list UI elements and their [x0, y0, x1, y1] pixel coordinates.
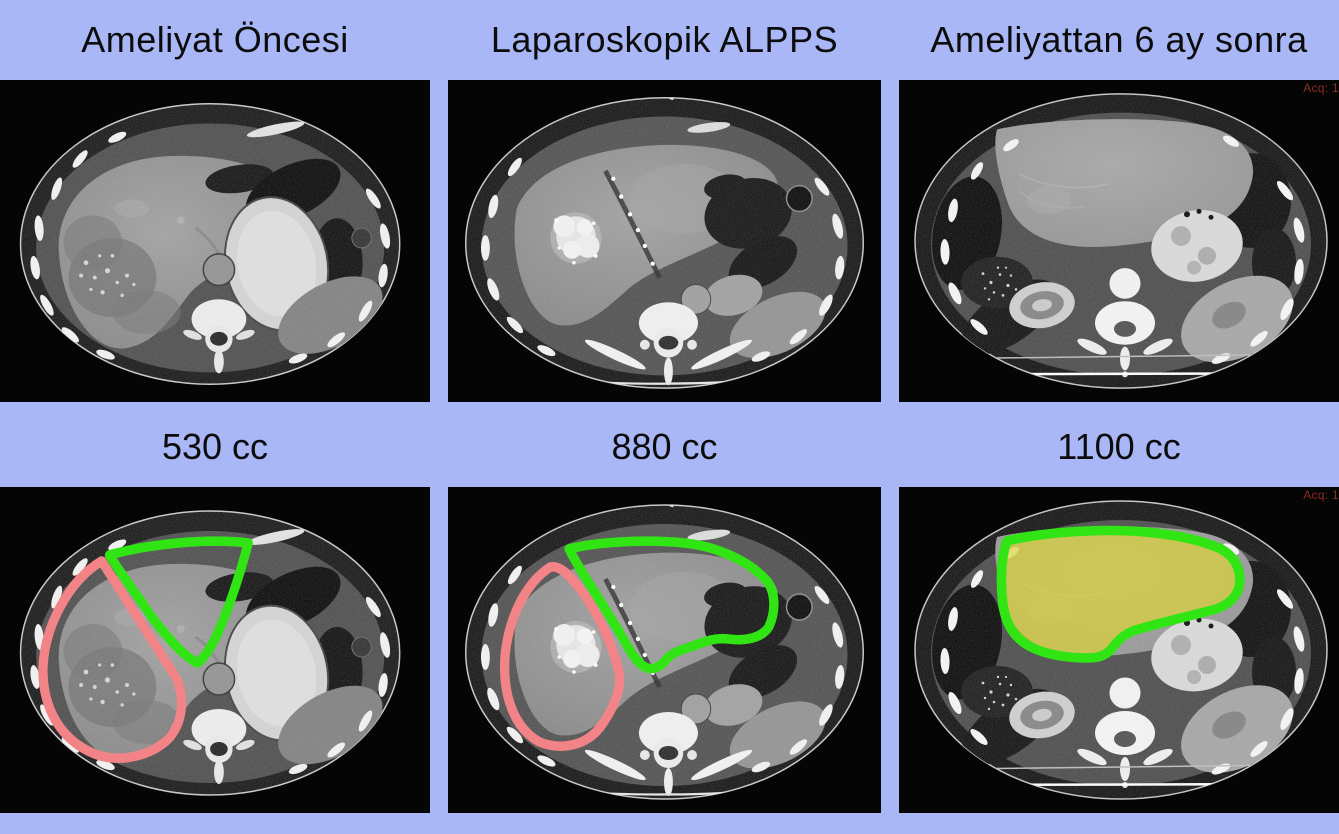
ct-image-preop: [0, 80, 430, 402]
column-title-alpps: Laparoskopik ALPPS: [490, 19, 839, 60]
remnant-liver-region-yellow: [996, 525, 1245, 663]
acquisition-label: Acq: 14: [1303, 488, 1339, 502]
column-title-preop: Ameliyat Öncesi: [81, 19, 349, 60]
volume-label-preop: 530 cc: [161, 426, 269, 467]
ct-image-alpps-volumetry: [448, 487, 881, 813]
column-title-6months: Ameliyattan 6 ay sonra: [930, 19, 1308, 60]
right-lobe-outline-pink: [38, 556, 187, 763]
volume-label-6months: 1100 cc: [1057, 426, 1181, 467]
left-lobe-outline-green: [104, 536, 253, 668]
ct-image-preop-volumetry: [0, 487, 430, 813]
ct-image-6months: Acq: 14: [899, 80, 1339, 402]
right-lobe-outline-pink: [499, 562, 625, 751]
volume-label-alpps: 880 cc: [611, 426, 718, 467]
ct-image-6months-volumetry: Acq: 14: [899, 487, 1339, 813]
left-lobe-outline-green: [564, 536, 779, 674]
ct-image-alpps: [448, 80, 881, 402]
acquisition-label: Acq: 14: [1303, 81, 1339, 95]
